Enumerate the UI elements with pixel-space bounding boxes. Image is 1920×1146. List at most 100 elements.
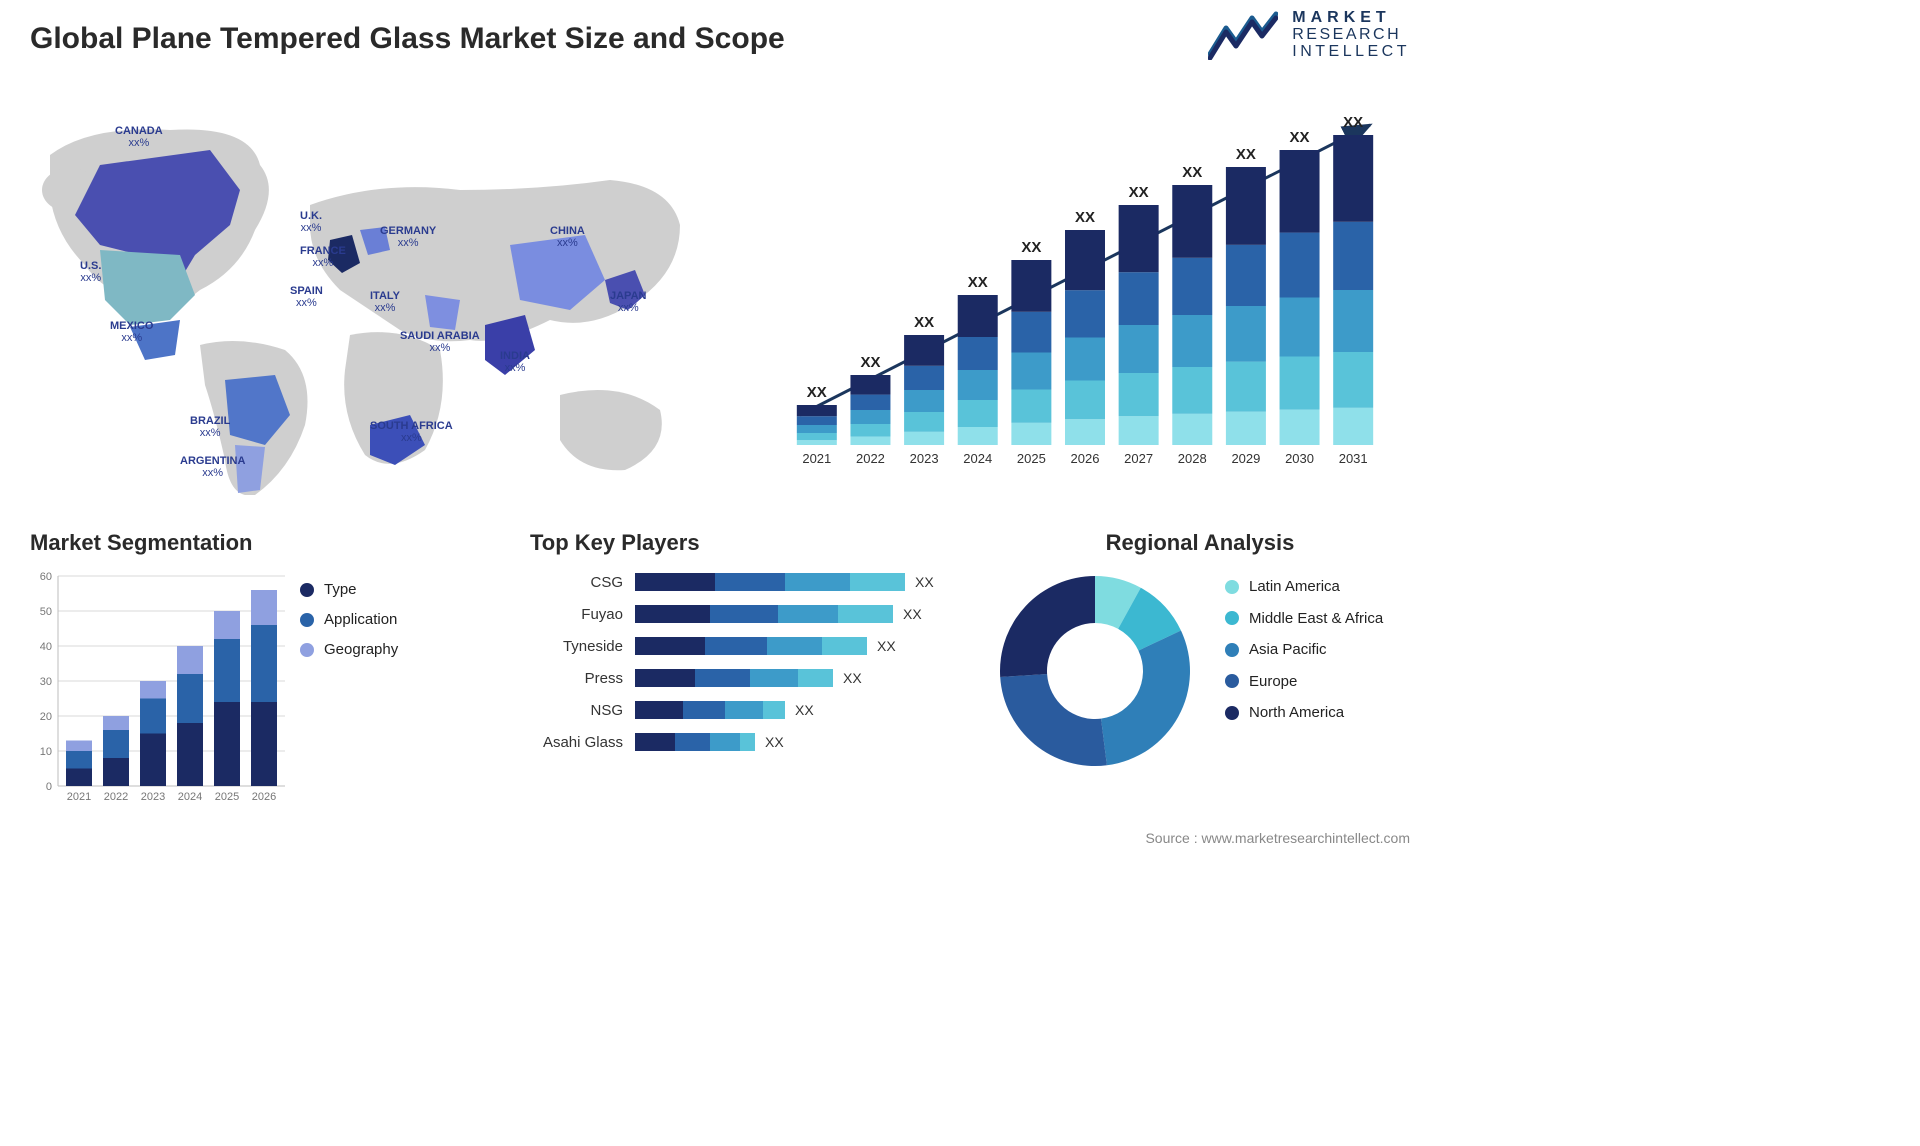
legend-item: Type xyxy=(300,575,398,605)
svg-text:2022: 2022 xyxy=(104,791,128,803)
svg-text:XX: XX xyxy=(1290,129,1310,146)
legend-item: Geography xyxy=(300,635,398,665)
map-label: BRAZILxx% xyxy=(190,415,230,439)
page-title: Global Plane Tempered Glass Market Size … xyxy=(30,22,785,56)
svg-text:XX: XX xyxy=(1021,239,1041,256)
players-bars: CSGXXFuyaoXXTynesideXXPressXXNSGXXAsahi … xyxy=(530,566,960,758)
segmentation-title: Market Segmentation xyxy=(30,530,430,556)
svg-text:0: 0 xyxy=(46,781,52,793)
svg-text:2025: 2025 xyxy=(215,791,239,803)
players-title: Top Key Players xyxy=(530,530,960,556)
map-label: GERMANYxx% xyxy=(380,225,436,249)
legend-item: Latin America xyxy=(1225,571,1383,603)
player-row: Press XX xyxy=(530,662,960,694)
svg-text:XX: XX xyxy=(1129,184,1149,201)
svg-text:XX: XX xyxy=(860,354,880,371)
brand-logo: MARKET RESEARCH INTELLECT xyxy=(1208,10,1410,60)
svg-text:2026: 2026 xyxy=(252,791,276,803)
svg-text:XX: XX xyxy=(1343,114,1363,131)
player-name: Press xyxy=(530,670,635,687)
svg-text:XX: XX xyxy=(1075,209,1095,226)
legend-item: Middle East & Africa xyxy=(1225,603,1383,635)
player-name: CSG xyxy=(530,574,635,591)
player-row: Tyneside XX xyxy=(530,630,960,662)
player-value: XX xyxy=(833,670,862,686)
legend-item: Europe xyxy=(1225,666,1383,698)
player-row: Fuyao XX xyxy=(530,598,960,630)
player-row: CSG XX xyxy=(530,566,960,598)
regional-section: Regional Analysis Latin AmericaMiddle Ea… xyxy=(990,530,1410,776)
svg-text:XX: XX xyxy=(1182,164,1202,181)
player-bar xyxy=(635,669,833,687)
map-label: SAUDI ARABIAxx% xyxy=(400,330,480,354)
map-label: SOUTH AFRICAxx% xyxy=(370,420,453,444)
svg-text:2023: 2023 xyxy=(141,791,165,803)
svg-text:2024: 2024 xyxy=(178,791,202,803)
player-row: Asahi GlassXX xyxy=(530,726,960,758)
player-value: XX xyxy=(755,734,784,750)
map-label: SPAINxx% xyxy=(290,285,323,309)
svg-text:2023: 2023 xyxy=(910,451,939,466)
map-label: FRANCExx% xyxy=(300,245,346,269)
svg-text:XX: XX xyxy=(807,384,827,401)
segmentation-legend: TypeApplicationGeography xyxy=(300,575,398,665)
player-value: XX xyxy=(893,606,922,622)
svg-text:XX: XX xyxy=(914,314,934,331)
svg-text:2021: 2021 xyxy=(67,791,91,803)
regional-title: Regional Analysis xyxy=(990,530,1410,556)
svg-text:2022: 2022 xyxy=(856,451,885,466)
segmentation-chart: 0 10 20 30 40 50 60 2021 2022 2023 2024 2025 2026 xyxy=(30,566,290,806)
svg-text:10: 10 xyxy=(40,746,52,758)
svg-text:50: 50 xyxy=(40,606,52,618)
player-value: XX xyxy=(785,702,814,718)
player-value: XX xyxy=(867,638,896,654)
legend-item: Application xyxy=(300,605,398,635)
player-bar xyxy=(635,637,867,655)
map-label: MEXICOxx% xyxy=(110,320,153,344)
player-value: XX xyxy=(905,574,934,590)
svg-text:2024: 2024 xyxy=(963,451,992,466)
regional-legend: Latin AmericaMiddle East & AfricaAsia Pa… xyxy=(1225,566,1383,729)
logo-line3: INTELLECT xyxy=(1292,44,1410,61)
map-label: ARGENTINAxx% xyxy=(180,455,245,479)
player-name: Tyneside xyxy=(530,638,635,655)
svg-text:2021: 2021 xyxy=(802,451,831,466)
svg-text:40: 40 xyxy=(40,641,52,653)
logo-line2: RESEARCH xyxy=(1292,27,1410,44)
svg-text:60: 60 xyxy=(40,571,52,583)
map-label: CANADAxx% xyxy=(115,125,163,149)
map-label: U.S.xx% xyxy=(80,260,101,284)
map-label: U.K.xx% xyxy=(300,210,322,234)
player-bar xyxy=(635,573,905,591)
world-map: CANADAxx% U.S.xx% MEXICOxx% BRAZILxx% ARGENT… xyxy=(30,95,690,495)
player-bar xyxy=(635,733,755,751)
logo-line1: MARKET xyxy=(1292,10,1410,27)
logo-icon xyxy=(1208,10,1278,60)
svg-text:20: 20 xyxy=(40,711,52,723)
svg-text:2030: 2030 xyxy=(1285,451,1314,466)
segmentation-section: Market Segmentation 0 10 20 30 40 50 60 2021 202… xyxy=(30,530,430,806)
player-name: Fuyao xyxy=(530,606,635,623)
map-label: JAPANxx% xyxy=(610,290,646,314)
map-label: INDIAxx% xyxy=(500,350,530,374)
map-label: ITALYxx% xyxy=(370,290,400,314)
player-bar xyxy=(635,701,785,719)
legend-item: Asia Pacific xyxy=(1225,634,1383,666)
svg-text:30: 30 xyxy=(40,676,52,688)
source-text: Source : www.marketresearchintellect.com xyxy=(1145,830,1410,846)
player-name: NSG xyxy=(530,702,635,719)
svg-text:2026: 2026 xyxy=(1071,451,1100,466)
svg-text:XX: XX xyxy=(968,274,988,291)
map-label: CHINAxx% xyxy=(550,225,585,249)
growth-bar-chart: XX2021XX2022XX2023XX2024XX2025XX2026XX20… xyxy=(760,105,1400,475)
legend-item: North America xyxy=(1225,697,1383,729)
regional-donut xyxy=(990,566,1200,776)
svg-text:XX: XX xyxy=(1236,146,1256,163)
player-bar xyxy=(635,605,893,623)
players-section: Top Key Players CSGXXFuyaoXXTynesideXXPr… xyxy=(530,530,960,758)
svg-text:2027: 2027 xyxy=(1124,451,1153,466)
svg-text:2031: 2031 xyxy=(1339,451,1368,466)
player-row: NSG XX xyxy=(530,694,960,726)
svg-text:2029: 2029 xyxy=(1231,451,1260,466)
svg-text:2028: 2028 xyxy=(1178,451,1207,466)
